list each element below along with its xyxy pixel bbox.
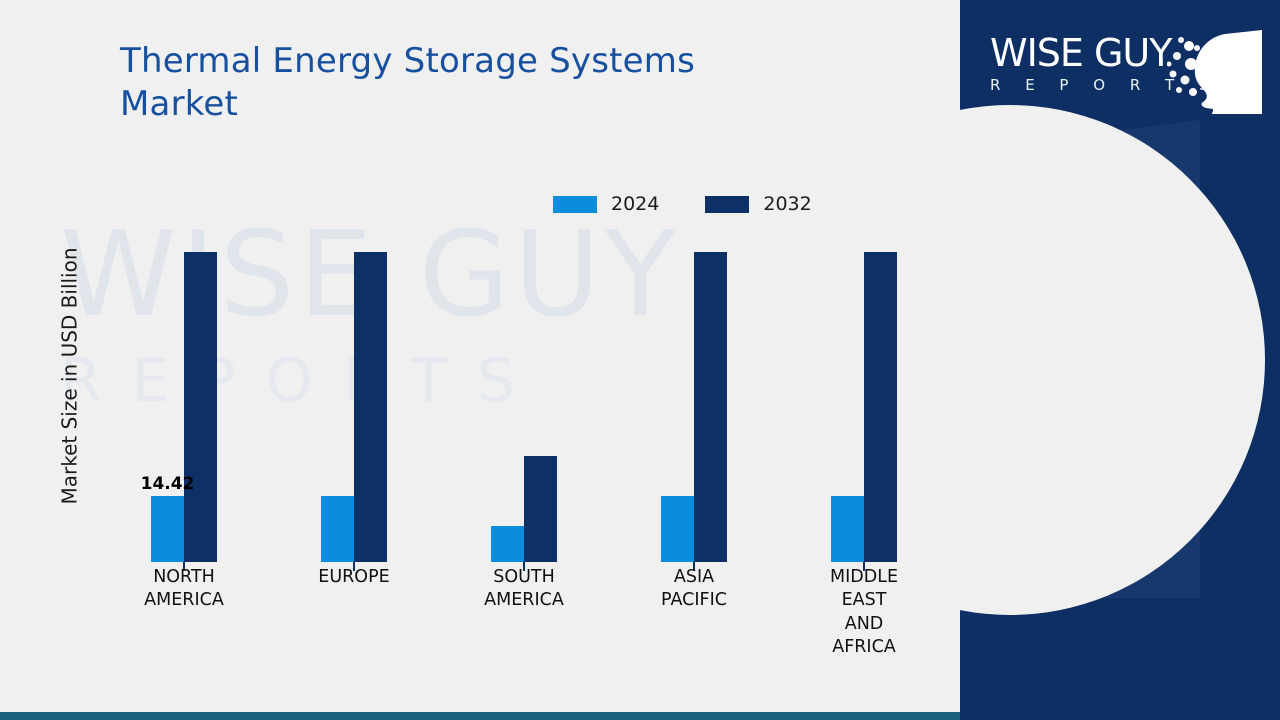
bar-2024-5 [831, 496, 864, 562]
category-label-1: NORTH AMERICA [144, 567, 224, 611]
brand-logo: WISE GUY R E P O R T S [990, 30, 1262, 120]
bar-2032-3 [524, 456, 557, 562]
legend-label-2032: 2032 [763, 193, 812, 215]
bar-2024-1 [151, 496, 184, 562]
bar-2024-2 [321, 496, 354, 562]
category-label-3: SOUTH AMERICA [484, 567, 564, 611]
brand-panel-background [960, 0, 1280, 720]
bar-2032-2 [354, 252, 387, 562]
axis-tick-2 [353, 562, 355, 571]
page-title: Thermal Energy Storage Systems Market [120, 41, 696, 124]
bottom-accent-strip [0, 712, 960, 720]
brand-logo-subtitle: R E P O R T S [990, 76, 1219, 94]
brand-panel [960, 0, 1280, 720]
bar-2032-5 [864, 252, 897, 562]
category-label-4: ASIA PACIFIC [661, 567, 727, 611]
hero-circle-decoration [960, 105, 1265, 615]
category-label-5: MIDDLE EAST AND AFRICA [829, 567, 899, 657]
legend-swatch-2024 [553, 195, 597, 213]
logo-head-icon [1167, 30, 1262, 114]
legend-swatch-2032 [705, 195, 750, 213]
chart-panel: WISE GUY REPORTS Thermal Energy Storage … [0, 41, 960, 720]
chart-legend: 2024 2032 [553, 193, 812, 215]
legend-item-2032: 2032 [705, 193, 812, 215]
bar-2032-4 [694, 252, 727, 562]
legend-item-2024: 2024 [553, 193, 659, 215]
axis-tick-5 [863, 562, 865, 571]
bar-value-label-1: 14.42 [140, 474, 195, 494]
bar-2024-4 [661, 496, 694, 562]
category-label-2: EUROPE [318, 567, 390, 587]
brand-logo-wordmark: WISE GUY [990, 31, 1172, 75]
bar-2032-1 [184, 252, 217, 562]
bar-2024-3 [491, 526, 524, 562]
axis-tick-4 [693, 562, 695, 571]
axis-tick-1 [183, 562, 185, 571]
bar-chart-plot-area: NORTH AMERICA EUROPE SOUTH AMERICA ASIA PAC… [140, 252, 899, 657]
legend-label-2024: 2024 [611, 193, 660, 215]
axis-tick-3 [523, 562, 525, 571]
